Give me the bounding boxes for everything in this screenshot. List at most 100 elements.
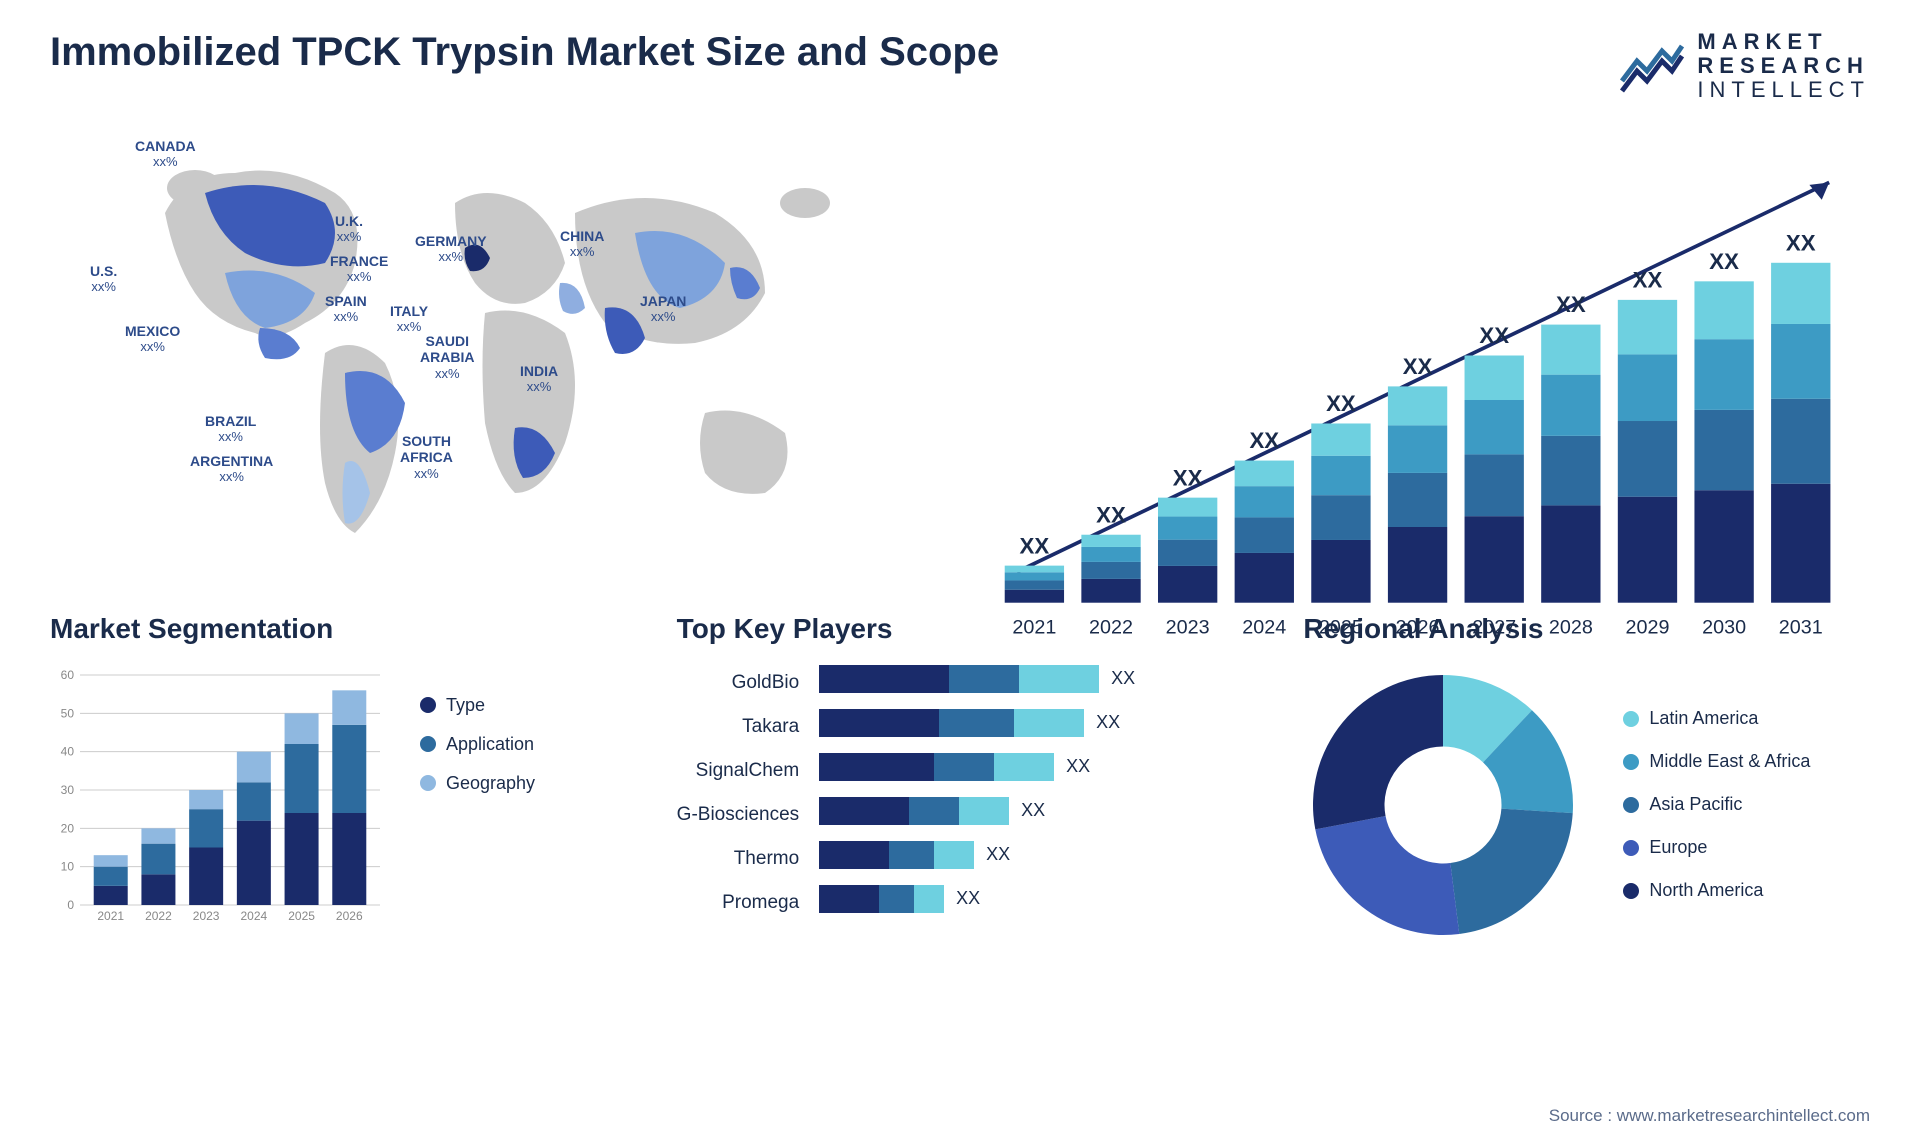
regional-donut-chart bbox=[1303, 665, 1583, 945]
regional-legend-item: Latin America bbox=[1623, 708, 1810, 729]
player-row: XX bbox=[819, 797, 1243, 825]
svg-text:2023: 2023 bbox=[193, 909, 220, 923]
growth-bar-seg bbox=[1005, 565, 1064, 572]
seg-bar bbox=[189, 809, 223, 847]
map-label-germany: GERMANYxx% bbox=[415, 233, 487, 265]
map-label-saudiarabia: SAUDIARABIAxx% bbox=[420, 333, 474, 382]
growth-bar-seg bbox=[1541, 435, 1600, 505]
svg-text:60: 60 bbox=[61, 668, 75, 682]
growth-bar-seg bbox=[1235, 553, 1294, 603]
svg-text:XX: XX bbox=[1403, 354, 1433, 379]
growth-bar-seg bbox=[1541, 374, 1600, 435]
segmentation-legend: TypeApplicationGeography bbox=[420, 695, 535, 794]
seg-bar bbox=[141, 843, 175, 874]
growth-bar-seg bbox=[1771, 483, 1830, 602]
player-label: Takara bbox=[742, 713, 799, 741]
growth-bar-seg bbox=[1541, 505, 1600, 602]
player-row: XX bbox=[819, 665, 1243, 693]
donut-slice bbox=[1313, 675, 1443, 829]
growth-bar-seg bbox=[1771, 324, 1830, 399]
svg-text:2021: 2021 bbox=[1012, 616, 1056, 638]
svg-text:2026: 2026 bbox=[1396, 616, 1440, 638]
growth-bar-seg bbox=[1388, 472, 1447, 526]
player-row: XX bbox=[819, 885, 1243, 913]
map-label-mexico: MEXICOxx% bbox=[125, 323, 180, 355]
player-bars: XXXXXXXXXXXX bbox=[819, 665, 1243, 917]
svg-text:10: 10 bbox=[61, 859, 75, 873]
donut-slice bbox=[1316, 816, 1460, 935]
seg-bar bbox=[285, 713, 319, 744]
logo-icon bbox=[1617, 36, 1687, 96]
growth-bar-seg bbox=[1235, 486, 1294, 517]
svg-text:2025: 2025 bbox=[288, 909, 315, 923]
donut-slice bbox=[1451, 808, 1573, 933]
map-label-southafrica: SOUTHAFRICAxx% bbox=[400, 433, 453, 482]
map-label-uk: U.K.xx% bbox=[335, 213, 363, 245]
player-labels: GoldBioTakaraSignalChemG-BiosciencesTher… bbox=[677, 665, 800, 917]
growth-bar-seg bbox=[1465, 454, 1524, 516]
page-title: Immobilized TPCK Trypsin Market Size and… bbox=[50, 30, 999, 75]
map-label-argentina: ARGENTINAxx% bbox=[190, 453, 273, 485]
segmentation-panel: Market Segmentation 01020304050602021202… bbox=[50, 613, 617, 945]
seg-bar bbox=[141, 874, 175, 905]
growth-bar-seg bbox=[1311, 540, 1370, 603]
player-label: Promega bbox=[722, 889, 799, 917]
growth-bar-seg bbox=[1081, 561, 1140, 578]
world-map bbox=[50, 133, 940, 563]
growth-bar-seg bbox=[1694, 281, 1753, 339]
svg-text:2024: 2024 bbox=[241, 909, 268, 923]
growth-bar-seg bbox=[1618, 354, 1677, 421]
growth-bar-seg bbox=[1388, 425, 1447, 473]
growth-bar-seg bbox=[1005, 572, 1064, 580]
seg-bar bbox=[94, 885, 128, 904]
player-label: GoldBio bbox=[732, 669, 800, 697]
growth-bar-seg bbox=[1235, 517, 1294, 553]
map-label-canada: CANADAxx% bbox=[135, 138, 196, 170]
growth-bar-seg bbox=[1465, 355, 1524, 399]
seg-bar bbox=[237, 820, 271, 904]
growth-bar-seg bbox=[1618, 299, 1677, 354]
map-label-japan: JAPANxx% bbox=[640, 293, 686, 325]
map-label-france: FRANCExx% bbox=[330, 253, 388, 285]
map-label-us: U.S.xx% bbox=[90, 263, 117, 295]
growth-bar-seg bbox=[1311, 423, 1370, 455]
svg-text:2021: 2021 bbox=[97, 909, 124, 923]
svg-text:XX: XX bbox=[1786, 230, 1816, 255]
segmentation-title: Market Segmentation bbox=[50, 613, 617, 645]
growth-chart-panel: XX2021XX2022XX2023XX2024XX2025XX2026XX20… bbox=[980, 133, 1870, 563]
seg-bar bbox=[332, 813, 366, 905]
growth-bar-seg bbox=[1081, 578, 1140, 602]
seg-legend-item: Geography bbox=[420, 773, 535, 794]
growth-bar-seg bbox=[1388, 386, 1447, 425]
seg-bar bbox=[285, 744, 319, 813]
svg-text:2024: 2024 bbox=[1242, 616, 1286, 638]
growth-bar-seg bbox=[1388, 527, 1447, 603]
growth-bar-seg bbox=[1771, 262, 1830, 323]
logo-line1: MARKET bbox=[1697, 30, 1870, 54]
svg-text:2027: 2027 bbox=[1472, 616, 1516, 638]
seg-bar bbox=[237, 751, 271, 782]
svg-text:2023: 2023 bbox=[1166, 616, 1210, 638]
growth-bar-seg bbox=[1081, 534, 1140, 546]
player-label: SignalChem bbox=[696, 757, 800, 785]
svg-text:30: 30 bbox=[61, 783, 75, 797]
world-map-panel: CANADAxx%U.S.xx%MEXICOxx%BRAZILxx%ARGENT… bbox=[50, 133, 940, 563]
growth-bar-seg bbox=[1311, 495, 1370, 540]
svg-text:0: 0 bbox=[67, 898, 74, 912]
seg-bar bbox=[285, 813, 319, 905]
svg-text:XX: XX bbox=[1479, 323, 1509, 348]
svg-text:2030: 2030 bbox=[1702, 616, 1746, 638]
seg-bar bbox=[332, 690, 366, 725]
seg-bar bbox=[332, 724, 366, 812]
growth-bar-seg bbox=[1771, 398, 1830, 483]
seg-bar bbox=[94, 866, 128, 885]
svg-text:40: 40 bbox=[61, 744, 75, 758]
seg-bar bbox=[237, 782, 271, 820]
player-label: G-Biosciences bbox=[677, 801, 800, 829]
map-label-india: INDIAxx% bbox=[520, 363, 558, 395]
regional-legend-item: North America bbox=[1623, 880, 1810, 901]
svg-text:XX: XX bbox=[1326, 391, 1356, 416]
svg-text:XX: XX bbox=[1096, 502, 1126, 527]
svg-text:2026: 2026 bbox=[336, 909, 363, 923]
svg-text:XX: XX bbox=[1249, 428, 1279, 453]
